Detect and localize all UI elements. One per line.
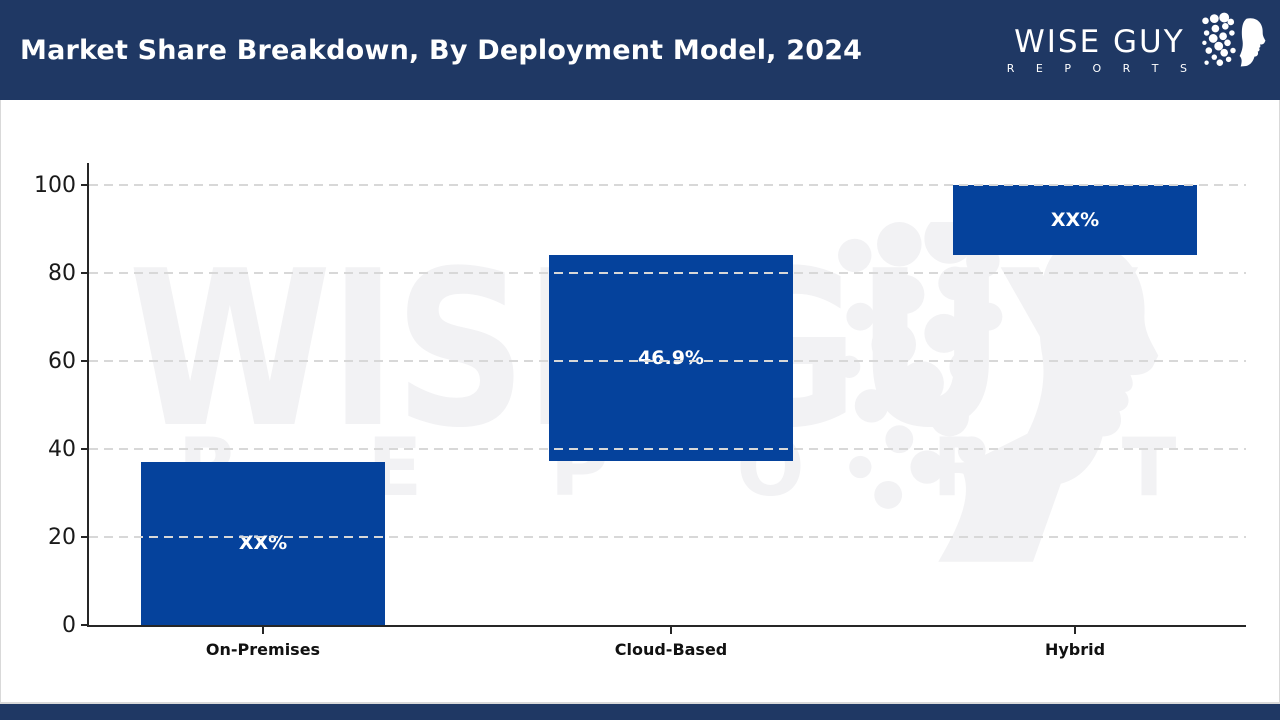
- y-tick: [81, 184, 87, 186]
- x-tick: [1074, 627, 1076, 634]
- wiseguy-face-icon: [1202, 12, 1266, 67]
- bar-cloud-based: 46.9%: [549, 254, 793, 461]
- gridline: [89, 184, 1246, 186]
- gridline: [89, 448, 1246, 450]
- bar-hybrid: XX%: [953, 185, 1197, 255]
- gridline: [89, 272, 1246, 274]
- footer-bar: [0, 704, 1280, 720]
- y-axis-spine: [87, 163, 89, 627]
- x-tick: [262, 627, 264, 634]
- y-tick-label: 60: [48, 349, 76, 374]
- y-tick: [81, 536, 87, 538]
- x-tick: [670, 627, 672, 634]
- wiseguy-logo: WISE GUY R E P O R T S: [1003, 7, 1266, 93]
- header-bar: Market Share Breakdown, By Deployment Mo…: [0, 0, 1280, 100]
- y-tick-label: 80: [48, 261, 76, 286]
- x-category-label: Hybrid: [1044, 640, 1106, 659]
- y-tick: [81, 360, 87, 362]
- chart-title: Market Share Breakdown, By Deployment Mo…: [20, 34, 863, 66]
- logo-subtext: R E P O R T S: [1006, 61, 1196, 75]
- page-border-bottom: [0, 702, 1280, 704]
- y-tick-label: 0: [62, 613, 76, 638]
- bar-value-label: XX%: [1050, 208, 1100, 231]
- gridline: [89, 360, 1246, 362]
- gridline: [89, 536, 1246, 538]
- logo-text: WISE GUY R E P O R T S: [1003, 23, 1196, 75]
- y-tick-label: 100: [34, 173, 76, 198]
- bar-on-premises: XX%: [141, 461, 385, 625]
- y-tick: [81, 448, 87, 450]
- x-axis-spine: [87, 625, 1246, 627]
- y-tick-label: 40: [48, 437, 76, 462]
- y-tick-label: 20: [48, 525, 76, 550]
- logo-wordmark: WISE GUY: [1014, 23, 1185, 60]
- y-tick: [81, 272, 87, 274]
- x-category-label: Cloud-Based: [614, 640, 728, 659]
- bar-value-label: 46.9%: [638, 346, 704, 369]
- page-border-left: [0, 100, 1, 702]
- x-category-label: On-Premises: [205, 640, 321, 659]
- y-tick: [81, 624, 87, 626]
